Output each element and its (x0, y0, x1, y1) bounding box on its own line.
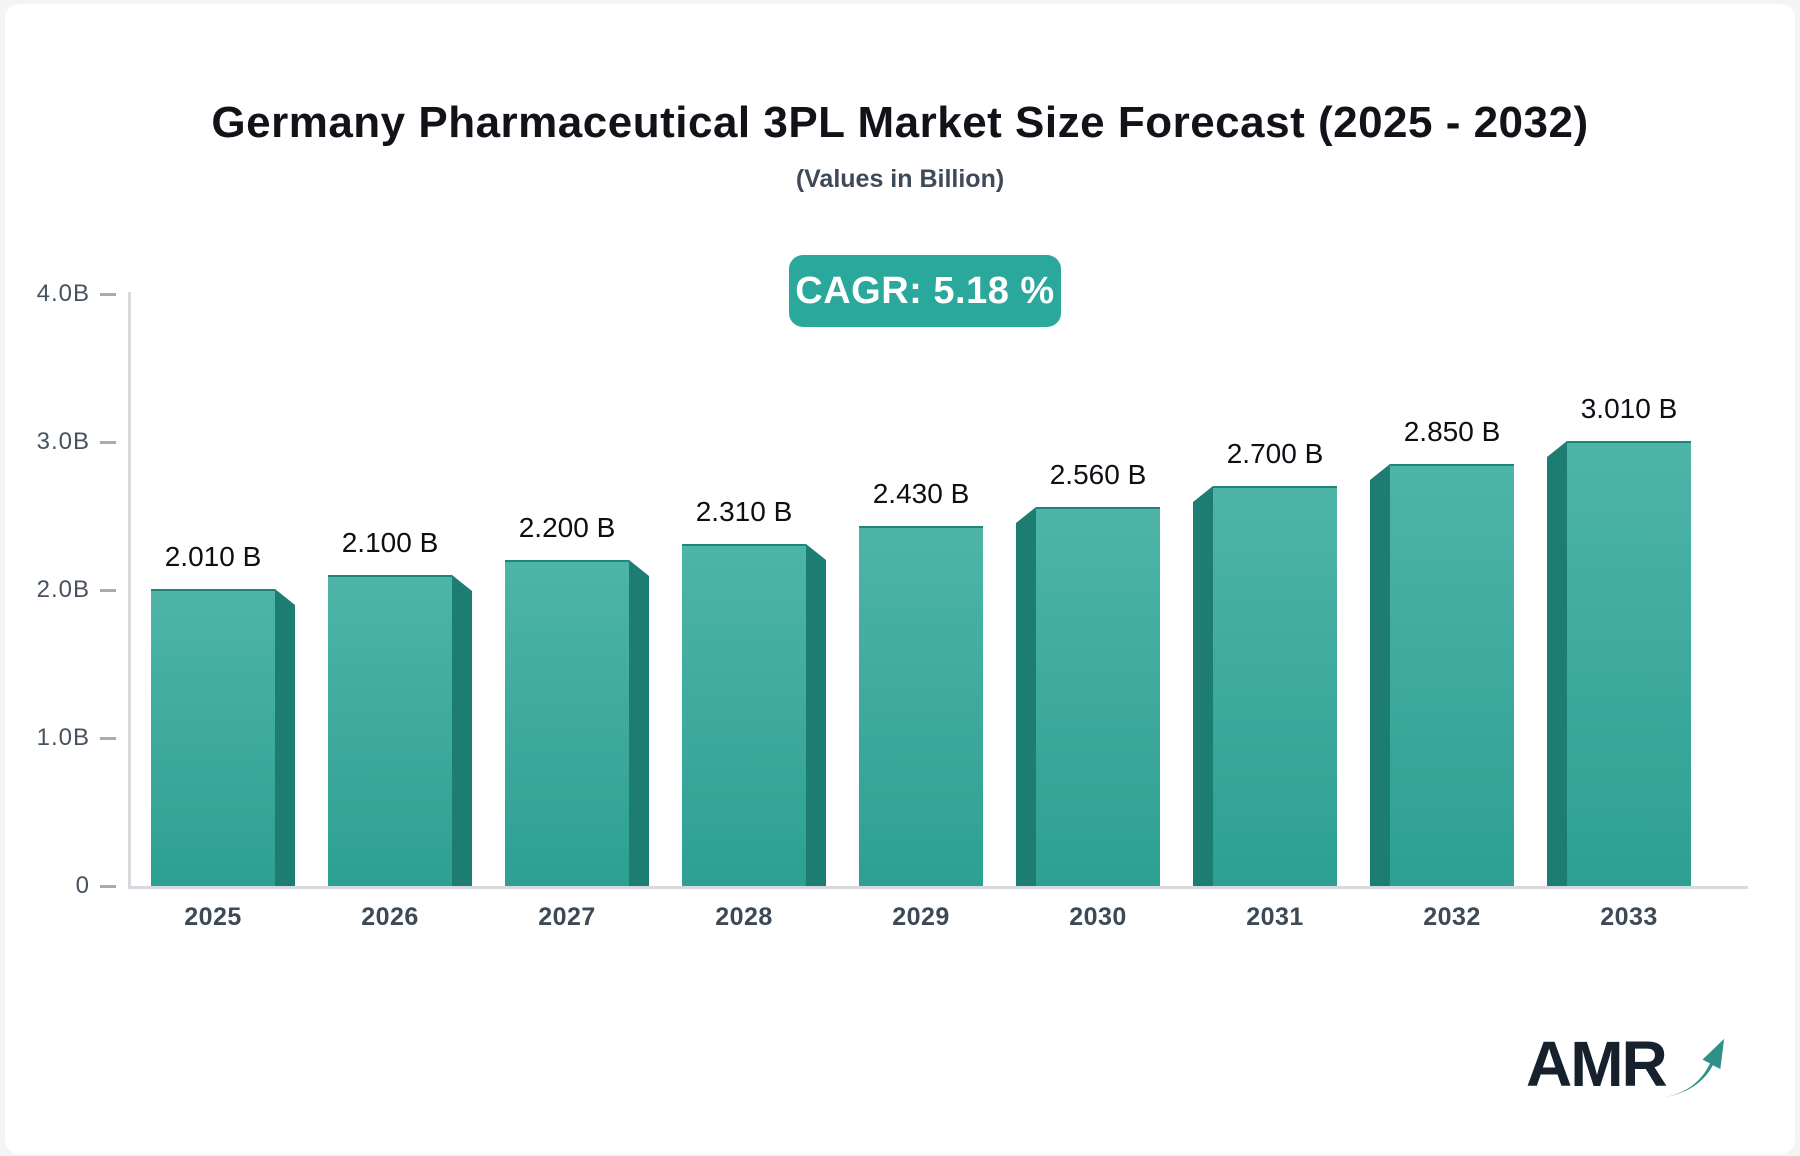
bar-2029[interactable] (859, 526, 983, 886)
bar-2027-3d-side (629, 560, 649, 886)
bar-2033-3d-side (1547, 441, 1567, 886)
x-axis-baseline (128, 886, 1748, 889)
cagr-badge-label: CAGR: 5.18 % (795, 269, 1055, 312)
y-tick-label-0: 0 (75, 872, 90, 899)
bar-value-label-2029: 2.430 B (872, 478, 970, 509)
x-axis-label-2028: 2028 (715, 903, 773, 931)
bar-value-label-2032: 2.850 B (1403, 416, 1501, 447)
bar-2032[interactable] (1390, 464, 1514, 886)
y-axis-line (128, 292, 131, 888)
y-tick-mark-3.0B (100, 441, 116, 444)
x-axis-label-2030: 2030 (1069, 903, 1127, 931)
y-tick-mark-0 (100, 885, 116, 888)
bar-value-label-2026: 2.100 B (341, 527, 439, 558)
x-axis-label-2027: 2027 (538, 903, 596, 931)
y-tick-mark-1.0B (100, 737, 116, 740)
bar-2026-3d-side (452, 575, 472, 886)
x-axis-label-2025: 2025 (184, 903, 242, 931)
y-tick-label-4.0B: 4.0B (36, 280, 90, 307)
y-tick-mark-4.0B (100, 293, 116, 296)
x-axis-label-2032: 2032 (1423, 903, 1481, 931)
x-axis-label-2026: 2026 (361, 903, 419, 931)
bar-value-label-2025: 2.010 B (164, 541, 262, 572)
bar-2030[interactable] (1036, 507, 1160, 886)
bar-value-label-2028: 2.310 B (695, 496, 793, 527)
x-axis-label-2033: 2033 (1600, 903, 1658, 931)
bar-2026[interactable] (328, 575, 452, 886)
bar-value-label-2033: 3.010 B (1580, 393, 1678, 424)
bar-2027[interactable] (505, 560, 629, 886)
bar-value-label-2027: 2.200 B (518, 512, 616, 543)
bar-2028-3d-side (806, 544, 826, 886)
x-axis-label-2029: 2029 (892, 903, 950, 931)
bar-2033[interactable] (1567, 441, 1691, 886)
growth-arrow-icon (1663, 1038, 1724, 1098)
y-tick-mark-2.0B (100, 589, 116, 592)
bar-2032-3d-side (1370, 464, 1390, 886)
cagr-badge: CAGR: 5.18 % (789, 255, 1061, 327)
bar-value-label-2030: 2.560 B (1049, 459, 1147, 490)
brand-logo-text: AMR (1526, 1028, 1668, 1100)
bar-2028[interactable] (682, 544, 806, 886)
bar-2030-3d-side (1016, 507, 1036, 886)
x-axis-label-2031: 2031 (1246, 903, 1304, 931)
y-tick-label-1.0B: 1.0B (36, 724, 90, 751)
bar-value-label-2031: 2.700 B (1226, 438, 1324, 469)
chart-subtitle: (Values in Billion) (795, 165, 1005, 193)
bar-2031-3d-side (1193, 486, 1213, 886)
bar-2031[interactable] (1213, 486, 1337, 886)
bar-2025[interactable] (151, 589, 275, 886)
y-tick-label-3.0B: 3.0B (36, 428, 90, 455)
bar-2025-3d-side (275, 589, 295, 886)
brand-logo: AMR (1526, 1028, 1726, 1100)
chart-title: Germany Pharmaceutical 3PL Market Size F… (211, 98, 1589, 147)
y-tick-label-2.0B: 2.0B (36, 576, 90, 603)
